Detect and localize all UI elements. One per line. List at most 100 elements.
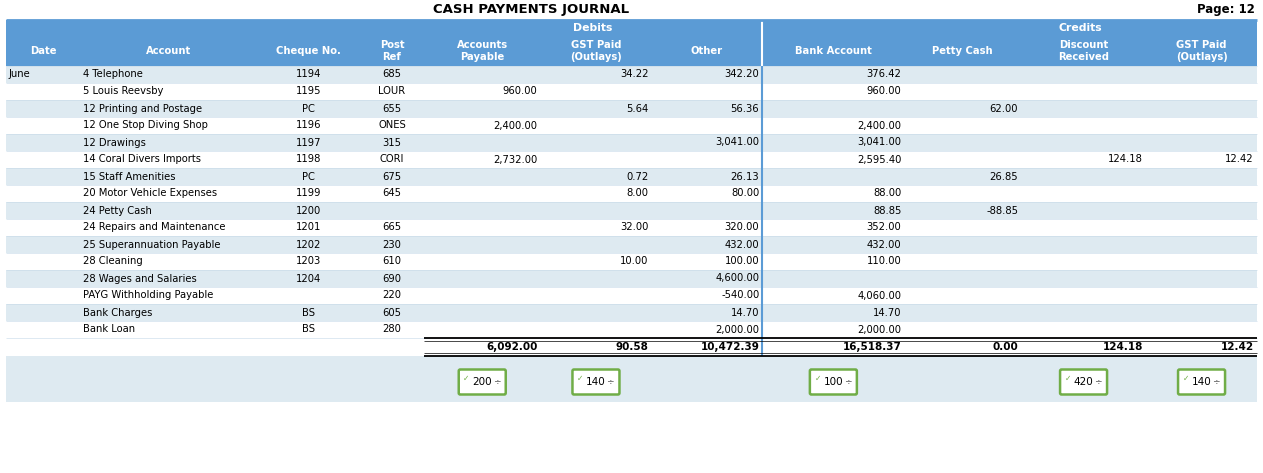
Text: 12.42: 12.42 xyxy=(1221,342,1254,352)
Text: 88.00: 88.00 xyxy=(873,189,902,199)
Text: PC: PC xyxy=(302,104,316,114)
Text: 432.00: 432.00 xyxy=(725,239,759,249)
Bar xyxy=(6,219,1257,236)
Text: 2,595.40: 2,595.40 xyxy=(858,155,902,165)
Text: BS: BS xyxy=(302,324,316,334)
Bar xyxy=(6,83,1257,100)
Text: 20 Motor Vehicle Expenses: 20 Motor Vehicle Expenses xyxy=(83,189,217,199)
Text: 610: 610 xyxy=(383,256,402,266)
Text: 3,041.00: 3,041.00 xyxy=(858,138,902,148)
Text: 200: 200 xyxy=(472,377,493,387)
Text: 2,000.00: 2,000.00 xyxy=(715,324,759,334)
Text: ÷: ÷ xyxy=(606,377,614,386)
Text: Bank Account: Bank Account xyxy=(794,46,871,56)
Text: 1198: 1198 xyxy=(296,155,322,165)
Text: 655: 655 xyxy=(383,104,402,114)
FancyBboxPatch shape xyxy=(458,369,505,394)
Text: 32.00: 32.00 xyxy=(620,222,648,233)
Bar xyxy=(6,0,1257,20)
Text: Other: Other xyxy=(691,46,722,56)
Text: 56.36: 56.36 xyxy=(731,104,759,114)
Text: 0.72: 0.72 xyxy=(626,172,648,182)
Text: Received: Received xyxy=(1058,52,1109,62)
Text: 24 Repairs and Maintenance: 24 Repairs and Maintenance xyxy=(83,222,225,233)
Text: ÷: ÷ xyxy=(844,377,851,386)
Text: 1202: 1202 xyxy=(296,239,322,249)
Text: ✓: ✓ xyxy=(464,374,470,383)
Text: 675: 675 xyxy=(383,172,402,182)
Text: ✓: ✓ xyxy=(815,374,821,383)
Text: Account: Account xyxy=(147,46,192,56)
Text: Petty Cash: Petty Cash xyxy=(932,46,993,56)
Bar xyxy=(6,185,1257,202)
Text: ONES: ONES xyxy=(378,121,405,131)
Text: 12 One Stop Diving Shop: 12 One Stop Diving Shop xyxy=(83,121,208,131)
Text: Payable: Payable xyxy=(460,52,504,62)
Bar xyxy=(6,253,1257,270)
Text: 10.00: 10.00 xyxy=(620,256,648,266)
Text: 960.00: 960.00 xyxy=(866,87,902,96)
Bar xyxy=(6,134,1257,151)
Bar xyxy=(6,151,1257,168)
Text: PAYG Withholding Payable: PAYG Withholding Payable xyxy=(83,290,213,300)
Text: (Outlays): (Outlays) xyxy=(570,52,621,62)
Bar xyxy=(6,287,1257,304)
Text: 645: 645 xyxy=(383,189,402,199)
Text: 220: 220 xyxy=(383,290,402,300)
Text: 605: 605 xyxy=(383,307,402,317)
Text: 12 Drawings: 12 Drawings xyxy=(83,138,145,148)
Text: Bank Charges: Bank Charges xyxy=(83,307,153,317)
Text: 26.85: 26.85 xyxy=(989,172,1018,182)
Text: Page: 12: Page: 12 xyxy=(1197,3,1255,17)
Text: -88.85: -88.85 xyxy=(986,205,1018,216)
Text: 4 Telephone: 4 Telephone xyxy=(83,70,143,79)
Text: PC: PC xyxy=(302,172,316,182)
Text: 34.22: 34.22 xyxy=(620,70,648,79)
FancyBboxPatch shape xyxy=(810,369,856,394)
Text: 140: 140 xyxy=(586,377,606,387)
Text: 230: 230 xyxy=(383,239,402,249)
Text: 88.85: 88.85 xyxy=(873,205,902,216)
Text: 1196: 1196 xyxy=(296,121,322,131)
Text: 342.20: 342.20 xyxy=(725,70,759,79)
FancyBboxPatch shape xyxy=(1178,369,1225,394)
Text: 90.58: 90.58 xyxy=(615,342,648,352)
Bar xyxy=(6,36,1257,66)
Text: 320.00: 320.00 xyxy=(725,222,759,233)
Text: ✓: ✓ xyxy=(1065,374,1071,383)
Text: 685: 685 xyxy=(383,70,402,79)
Text: -540.00: -540.00 xyxy=(721,290,759,300)
Text: 6,092.00: 6,092.00 xyxy=(486,342,538,352)
Text: ✓: ✓ xyxy=(577,374,584,383)
Text: Debits: Debits xyxy=(573,23,613,33)
Text: 100: 100 xyxy=(823,377,844,387)
Bar xyxy=(6,321,1257,338)
Text: 665: 665 xyxy=(383,222,402,233)
Text: CORI: CORI xyxy=(380,155,404,165)
Text: 24 Petty Cash: 24 Petty Cash xyxy=(83,205,152,216)
Bar xyxy=(6,338,1257,356)
Text: Ref: Ref xyxy=(383,52,402,62)
Text: ÷: ÷ xyxy=(1212,377,1220,386)
Text: Date: Date xyxy=(30,46,57,56)
Text: 12 Printing and Postage: 12 Printing and Postage xyxy=(83,104,202,114)
Text: BS: BS xyxy=(302,307,316,317)
Bar xyxy=(6,236,1257,253)
Text: 1197: 1197 xyxy=(296,138,322,148)
Text: 1195: 1195 xyxy=(296,87,322,96)
Text: 280: 280 xyxy=(383,324,402,334)
Bar xyxy=(6,202,1257,219)
Text: Discount: Discount xyxy=(1058,40,1108,50)
Text: 315: 315 xyxy=(383,138,402,148)
Text: 5.64: 5.64 xyxy=(626,104,648,114)
Text: 28 Wages and Salaries: 28 Wages and Salaries xyxy=(83,273,197,283)
Text: 100.00: 100.00 xyxy=(725,256,759,266)
Text: GST Paid: GST Paid xyxy=(571,40,621,50)
Text: 8.00: 8.00 xyxy=(626,189,648,199)
Text: 124.18: 124.18 xyxy=(1103,342,1143,352)
Text: ÷: ÷ xyxy=(1094,377,1101,386)
Text: 1200: 1200 xyxy=(297,205,321,216)
Text: 4,060.00: 4,060.00 xyxy=(858,290,902,300)
Text: 62.00: 62.00 xyxy=(989,104,1018,114)
Text: 1199: 1199 xyxy=(296,189,322,199)
